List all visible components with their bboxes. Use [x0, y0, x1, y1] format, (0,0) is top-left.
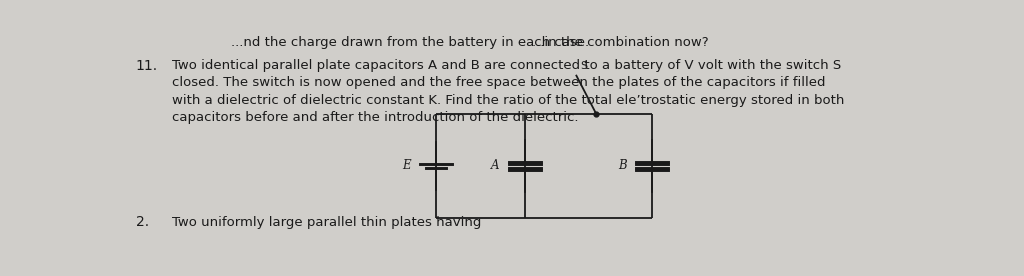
Text: Two uniformly large parallel thin plates having: Two uniformly large parallel thin plates… [172, 216, 481, 229]
Text: 2.: 2. [136, 215, 150, 229]
Text: ...nd the charge drawn from the battery in each case.: ...nd the charge drawn from the battery … [231, 36, 589, 49]
Text: Two identical parallel plate capacitors A and B are connected to a battery of V : Two identical parallel plate capacitors … [172, 59, 844, 124]
Text: 11.: 11. [136, 59, 158, 73]
Text: E: E [401, 160, 411, 172]
Text: B: B [617, 160, 627, 172]
Text: S: S [581, 61, 588, 71]
Text: ...in the combination now?: ...in the combination now? [531, 36, 709, 49]
Text: A: A [490, 160, 500, 172]
